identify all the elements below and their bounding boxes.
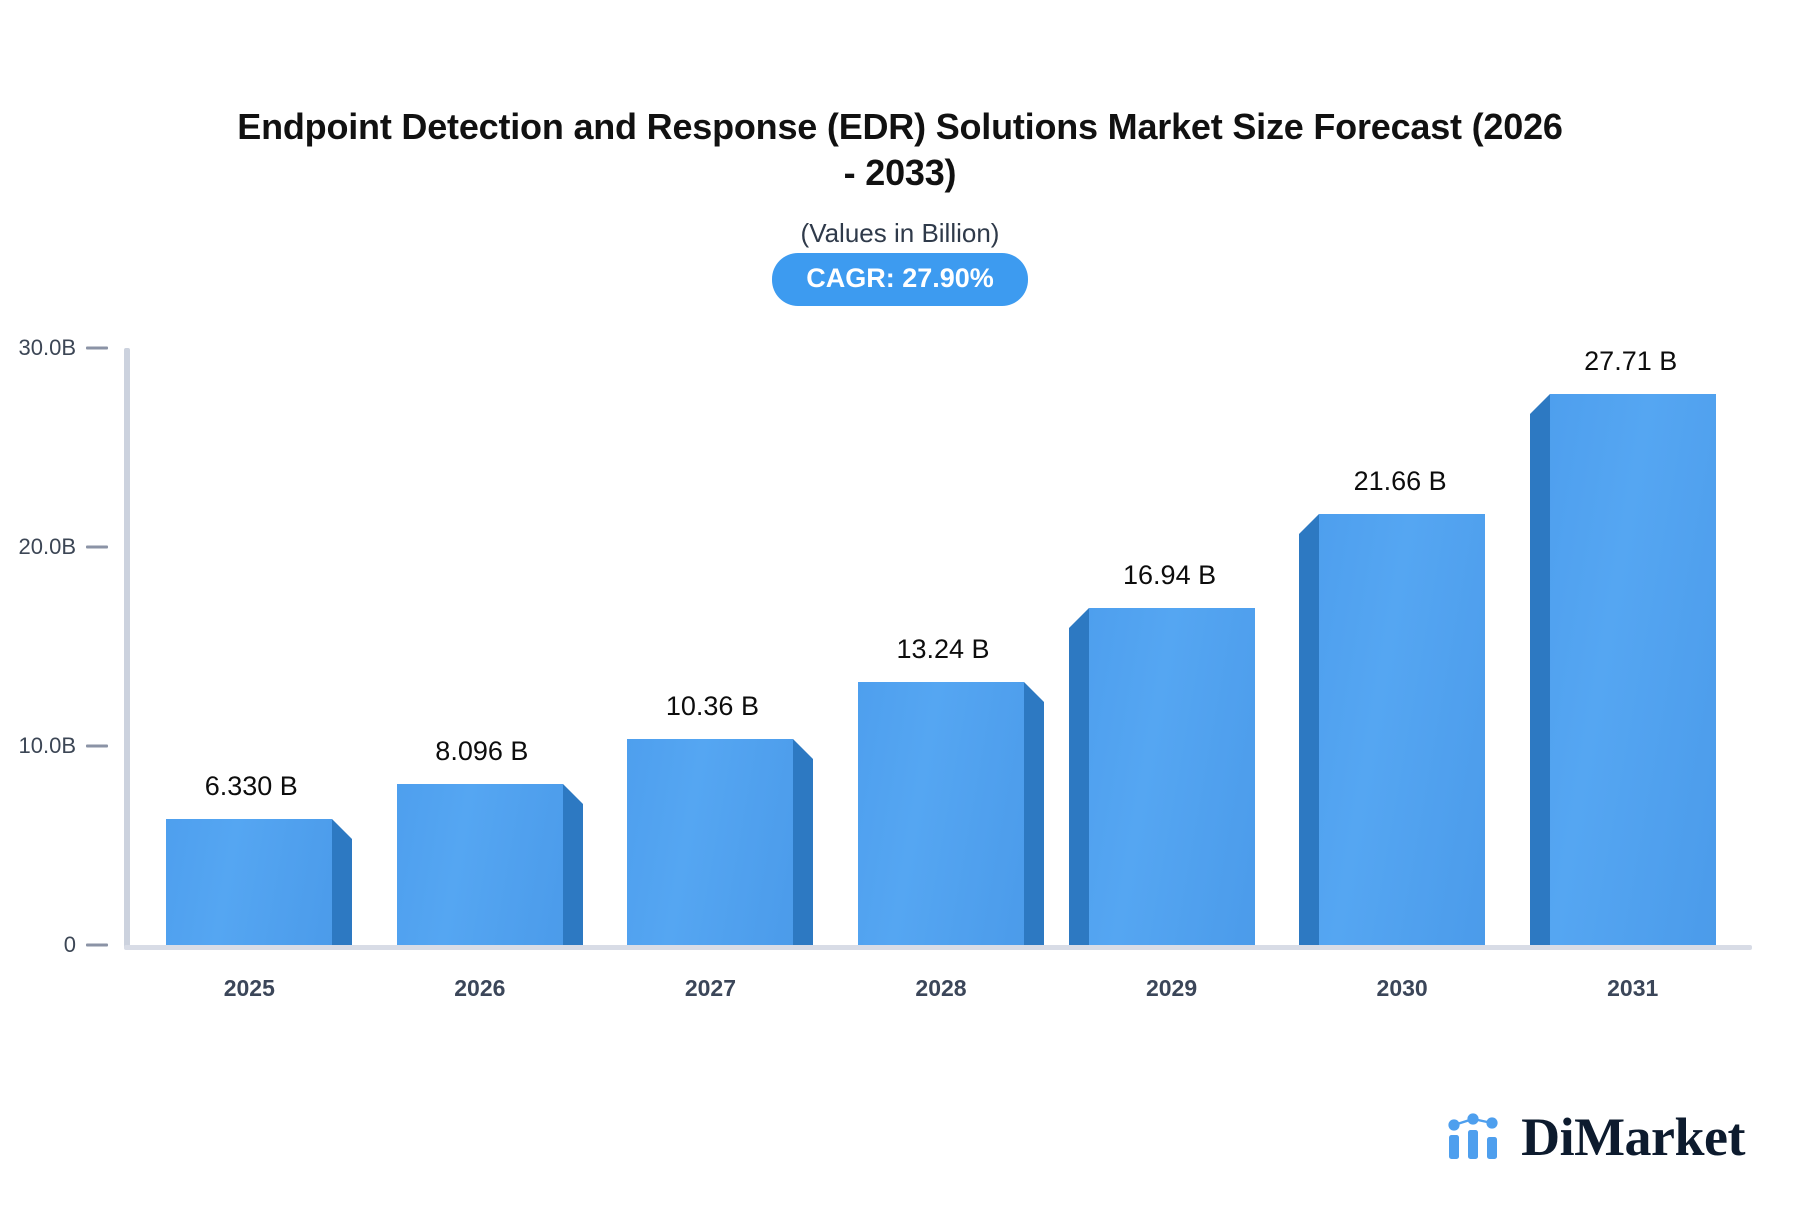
- bar-2027[interactable]: [627, 738, 814, 945]
- bar-top-bevel: [562, 783, 583, 804]
- bar-2025[interactable]: [166, 819, 353, 945]
- bar-value-label: 27.71 B: [1584, 345, 1678, 376]
- bar-2030[interactable]: [1299, 513, 1486, 945]
- bar-face: [1549, 393, 1716, 945]
- bar-side-panel: [1023, 701, 1044, 945]
- bar-2028[interactable]: [857, 681, 1044, 945]
- x-axis-tick-label: 2029: [1145, 975, 1198, 1001]
- y-axis-tick-mark: [86, 346, 108, 350]
- y-axis-tick-label: 0: [63, 932, 76, 957]
- x-axis-tick-label: 2031: [1607, 975, 1659, 1001]
- bar-value-label: 16.94 B: [1123, 559, 1217, 590]
- bar-value-label: 21.66 B: [1353, 465, 1447, 496]
- y-axis-spine: [124, 348, 130, 949]
- cagr-badge: CAGR: 27.90%: [772, 253, 1028, 307]
- bar-top-bevel: [1068, 607, 1089, 628]
- bar-face: [396, 783, 563, 945]
- bar-value-label: 10.36 B: [665, 690, 759, 721]
- bar-top-bevel: [1529, 393, 1550, 414]
- x-axis-tick-label: 2025: [223, 975, 275, 1001]
- brand-logo: DiMarket: [1447, 1110, 1745, 1164]
- bar-side-panel: [1068, 627, 1089, 945]
- page-title: Endpoint Detection and Response (EDR) So…: [237, 106, 1563, 194]
- x-axis-tick-label: 2026: [454, 975, 506, 1001]
- bar-side-panel: [793, 758, 814, 945]
- bar-top-bevel: [793, 738, 814, 759]
- bar-face: [166, 819, 333, 945]
- chart-header: Endpoint Detection and Response (EDR) So…: [0, 0, 1800, 307]
- y-axis-tick-mark: [86, 744, 108, 748]
- y-axis-tick-label: 10.0B: [18, 733, 77, 758]
- bar-face: [857, 681, 1024, 945]
- bar-2031[interactable]: [1529, 393, 1716, 945]
- bar-side-panel: [332, 839, 353, 945]
- bar-top-bevel: [1299, 513, 1320, 534]
- y-axis-tick-label: 30.0B: [18, 335, 77, 360]
- cagr-badge-container: CAGR: 27.90%: [0, 253, 1800, 307]
- logo-text: DiMarket: [1521, 1107, 1745, 1167]
- x-axis-tick-label: 2028: [915, 975, 967, 1001]
- bar-value-label: 13.24 B: [896, 633, 990, 664]
- x-axis-tick-label: 2027: [684, 975, 737, 1001]
- bar-side-panel: [1299, 533, 1320, 945]
- bar-top-bevel: [332, 819, 353, 840]
- bar-side-panel: [1529, 413, 1550, 945]
- bar-2026[interactable]: [396, 783, 583, 945]
- chart-subtitle: (Values in Billion): [800, 218, 1000, 249]
- y-axis-tick-mark: [86, 545, 108, 549]
- y-axis-tick-mark: [86, 943, 108, 947]
- bar-face: [1319, 513, 1486, 945]
- bar-value-label: 6.330 B: [204, 771, 298, 802]
- y-axis-tick-label: 20.0B: [18, 534, 77, 559]
- bar-face: [627, 738, 794, 945]
- bar-value-label: 8.096 B: [435, 735, 529, 766]
- x-axis-tick-label: 2030: [1376, 975, 1428, 1001]
- bar-top-bevel: [1023, 681, 1044, 702]
- bar-face: [1088, 607, 1255, 945]
- bar-2029[interactable]: [1068, 607, 1255, 945]
- x-axis-line: [124, 945, 1752, 950]
- bar-side-panel: [562, 803, 583, 945]
- bar-chart-trend-icon: [1448, 1113, 1498, 1159]
